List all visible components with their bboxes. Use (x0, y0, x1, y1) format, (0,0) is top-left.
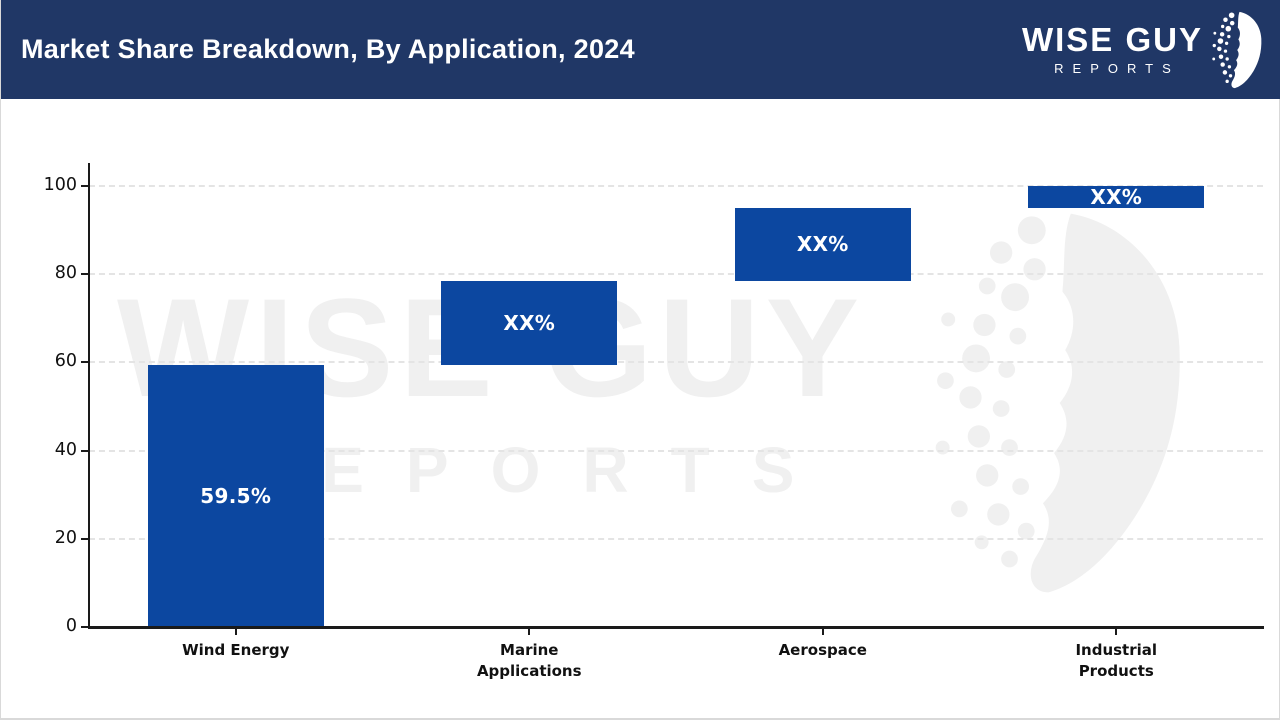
y-axis-label: 0 (65, 616, 77, 636)
y-tick-mark (81, 273, 89, 276)
gridline (89, 449, 1263, 452)
bar-industrial-products: XX% (1028, 185, 1205, 210)
y-axis-label: 100 (43, 175, 77, 195)
x-axis-label: Industrial Products (1075, 641, 1158, 680)
gridline (89, 361, 1263, 364)
y-tick-mark (81, 185, 89, 187)
x-axis-label: Marine Applications (476, 641, 582, 680)
watermark-reports: REPORTS (233, 434, 837, 506)
x-axis-line (87, 626, 1264, 629)
y-tick-mark (81, 537, 89, 540)
bar-marine-applications: XX% (441, 280, 618, 365)
brand-face-icon (1212, 11, 1262, 88)
bar-value-label: XX% (503, 310, 556, 335)
watermark-face-icon (935, 213, 1180, 593)
y-axis-label: 40 (54, 439, 77, 460)
x-tick-mark (234, 627, 237, 635)
bar-value-label: 59.5% (200, 483, 272, 508)
x-tick-mark (821, 627, 824, 635)
brand-logo-text: WISE GUY REPORTS (1022, 23, 1203, 76)
bar-wind-energy: 59.5% (147, 364, 324, 627)
y-axis-line (87, 163, 90, 629)
brand-name: WISE GUY (1021, 21, 1203, 58)
bar-value-label: XX% (1090, 185, 1143, 210)
y-axis-label: 60 (54, 351, 77, 372)
bar-aerospace: XX% (734, 208, 911, 281)
x-tick-mark (1115, 627, 1118, 635)
brand-subtitle: REPORTS (1054, 61, 1180, 76)
header-bar: Market Share Breakdown, By Application, … (1, 0, 1280, 99)
y-tick-mark (81, 361, 89, 364)
x-axis-label: Aerospace (778, 641, 867, 659)
y-axis-label: 20 (54, 527, 77, 548)
gridline (89, 273, 1263, 276)
x-tick-mark (528, 627, 531, 635)
brand-logo: WISE GUY REPORTS (1022, 10, 1263, 90)
y-axis-label: 80 (54, 263, 77, 284)
gridline (89, 185, 1263, 187)
y-tick-mark (81, 449, 89, 452)
page-title: Market Share Breakdown, By Application, … (21, 34, 635, 64)
gridline (89, 537, 1263, 540)
bar-value-label: XX% (796, 232, 849, 257)
y-tick-mark (81, 626, 89, 628)
x-axis-label: Wind Energy (182, 641, 290, 659)
